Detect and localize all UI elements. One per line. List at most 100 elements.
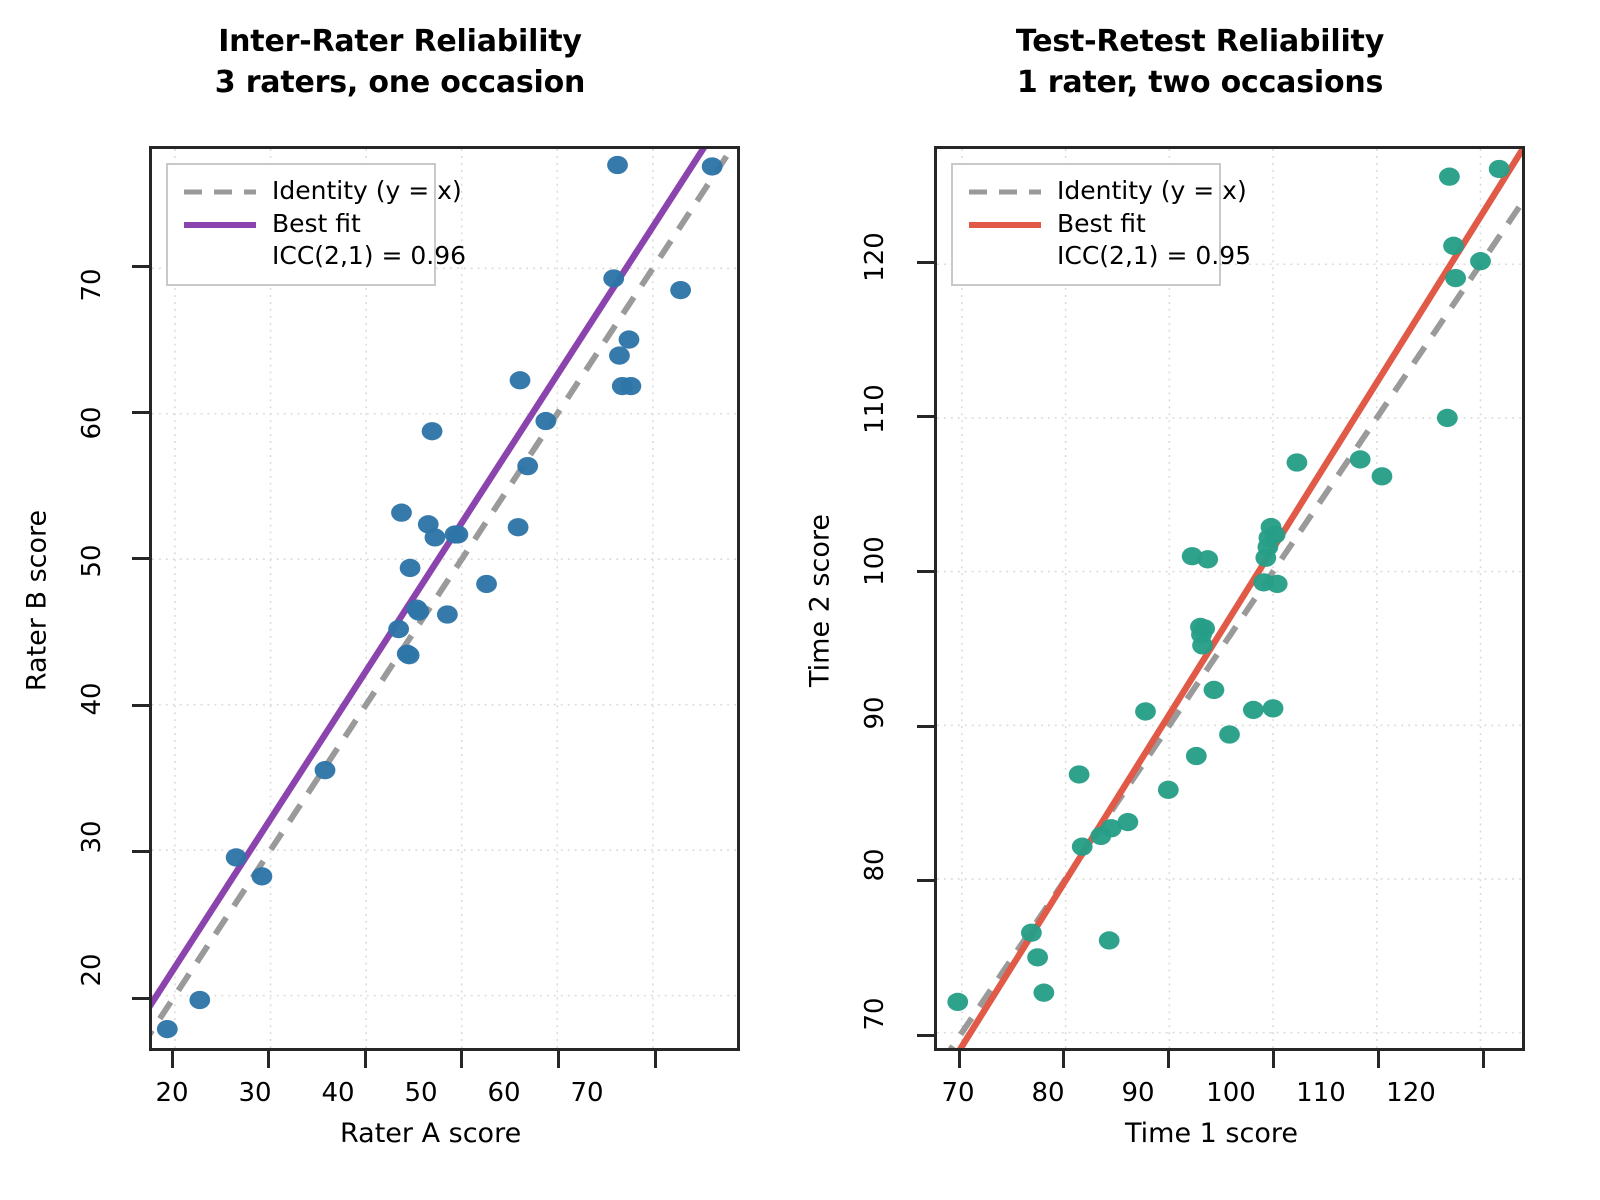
panel-title-line2: 3 raters, one occasion	[214, 64, 586, 100]
scatter-point	[1287, 453, 1308, 471]
scatter-point	[388, 620, 409, 638]
ytick-label: 120	[860, 232, 890, 282]
solid-line-icon	[182, 214, 258, 236]
scatter-point	[1243, 701, 1264, 719]
xtick-label: 20	[155, 1078, 189, 1108]
xaxis-tick-mark	[363, 1051, 367, 1068]
scatter-point	[1027, 948, 1048, 966]
scatter-point	[1439, 168, 1460, 186]
legend-test-retest[interactable]: Identity (y = x) Best fit ICC(2,1) = 0.9…	[951, 163, 1252, 286]
ytick-label: 100	[860, 536, 890, 586]
scatter-point	[315, 761, 336, 779]
xtick-label: 40	[321, 1078, 355, 1108]
scatter-point	[157, 1020, 178, 1038]
ytick-label: 80	[860, 848, 890, 882]
panel-title-line2: 1 rater, two occasions	[1016, 64, 1384, 100]
scatter-point	[425, 528, 446, 546]
scatter-point	[226, 848, 247, 866]
dashed-line-icon	[967, 181, 1043, 203]
xaxis-tick-mark	[1272, 1051, 1275, 1068]
scatter-point	[535, 412, 556, 430]
scatter-canvas-inter-rater	[152, 149, 737, 1048]
scatter-point	[189, 991, 210, 1009]
xaxis-label-inter-rater: Rater A score	[340, 1118, 522, 1149]
scatter-point	[621, 377, 642, 395]
plot-area-inter-rater	[149, 146, 740, 1051]
scatter-point	[400, 559, 421, 577]
yaxis-tick-mark	[132, 996, 149, 1000]
scatter-point	[1072, 838, 1093, 856]
scatter-point	[510, 371, 531, 389]
yaxis-tick-mark	[917, 260, 934, 264]
ytick-label: 30	[77, 820, 107, 854]
yaxis-tick-mark	[132, 557, 149, 561]
scatter-point	[1489, 160, 1510, 178]
scatter-point	[391, 504, 412, 522]
yaxis-tick-mark	[917, 879, 934, 883]
legend-label-bestfit: Best fit	[1057, 209, 1146, 239]
scatter-point	[1192, 636, 1213, 654]
scatter-point	[447, 525, 468, 543]
yaxis-tick-mark	[132, 264, 149, 268]
identity-line	[104, 68, 785, 1104]
legend-row-bestfit: Best fit	[967, 208, 1203, 241]
scatter-point	[1350, 450, 1371, 468]
ytick-label: 70	[860, 997, 890, 1031]
scatter-point	[702, 157, 723, 175]
scatter-point	[1021, 924, 1042, 942]
scatter-point	[1445, 269, 1466, 287]
scatter-point	[1437, 409, 1458, 427]
ytick-label: 60	[77, 406, 107, 440]
legend-label-bestfit: Best fit	[272, 209, 361, 239]
ytick-label: 40	[77, 682, 107, 716]
scatter-point	[1186, 747, 1207, 765]
panel-title-line1: Inter-Rater Reliability	[218, 24, 582, 59]
scatter-point	[476, 575, 497, 593]
scatter-point	[1069, 765, 1090, 783]
xaxis-tick-mark	[1167, 1051, 1171, 1068]
scatter-point	[607, 156, 628, 174]
scatter-point	[1219, 725, 1240, 743]
scatter-point	[609, 346, 630, 364]
scatter-point	[1197, 550, 1218, 568]
legend-row-identity: Identity (y = x)	[182, 175, 462, 208]
best-fit-line	[104, 22, 785, 1076]
scatter-point	[1158, 781, 1179, 799]
legend-label-icc: ICC(2,1) = 0.95	[1057, 241, 1252, 270]
legend-inter-rater[interactable]: Identity (y = x) Best fit ICC(2,1) = 0.9…	[166, 163, 466, 286]
scatter-point	[1204, 681, 1225, 699]
scatter-point	[399, 646, 420, 664]
xaxis-tick-mark	[1376, 1051, 1380, 1068]
ytick-label: 20	[77, 953, 107, 987]
xaxis-label-test-retest: Time 1 score	[1125, 1118, 1298, 1149]
legend-row-identity: Identity (y = x)	[967, 175, 1247, 208]
scatter-point	[422, 422, 443, 440]
panel-inter-rater: Inter-Rater Reliability 3 raters, one oc…	[22, 0, 800, 1149]
xaxis-tick-mark	[556, 1051, 560, 1068]
scatter-point	[1135, 702, 1156, 720]
panel-test-retest: Test-Retest Reliability 1 rater, two occ…	[800, 0, 1600, 1200]
xaxis-tick-mark	[653, 1051, 657, 1068]
plot-area-test-retest	[934, 146, 1525, 1051]
panel-title-line1: Test-Retest Reliability	[1015, 24, 1385, 59]
legend-label-identity: Identity (y = x)	[1057, 176, 1247, 206]
identity-line	[885, 126, 1574, 1146]
xaxis-tick-mark	[460, 1051, 464, 1068]
xaxis-tick-mark	[170, 1051, 174, 1068]
scatter-point	[1265, 526, 1286, 544]
xaxis-tick-mark	[1062, 1051, 1066, 1068]
scatter-point	[1194, 619, 1215, 637]
scatter-point	[1099, 931, 1120, 949]
yaxis-tick-mark	[917, 1034, 934, 1038]
xtick-label: 70	[941, 1078, 975, 1108]
scatter-point	[603, 269, 624, 287]
xaxis-tick-mark	[1481, 1051, 1485, 1068]
scatter-point	[1470, 252, 1491, 270]
xtick-label: 80	[1031, 1078, 1065, 1108]
panel-title-test-retest: Test-Retest Reliability 1 rater, two occ…	[800, 22, 1600, 103]
xtick-label: 120	[1386, 1078, 1436, 1108]
yaxis-tick-mark	[917, 724, 934, 728]
scatter-point	[947, 993, 968, 1011]
scatter-point	[508, 518, 529, 536]
